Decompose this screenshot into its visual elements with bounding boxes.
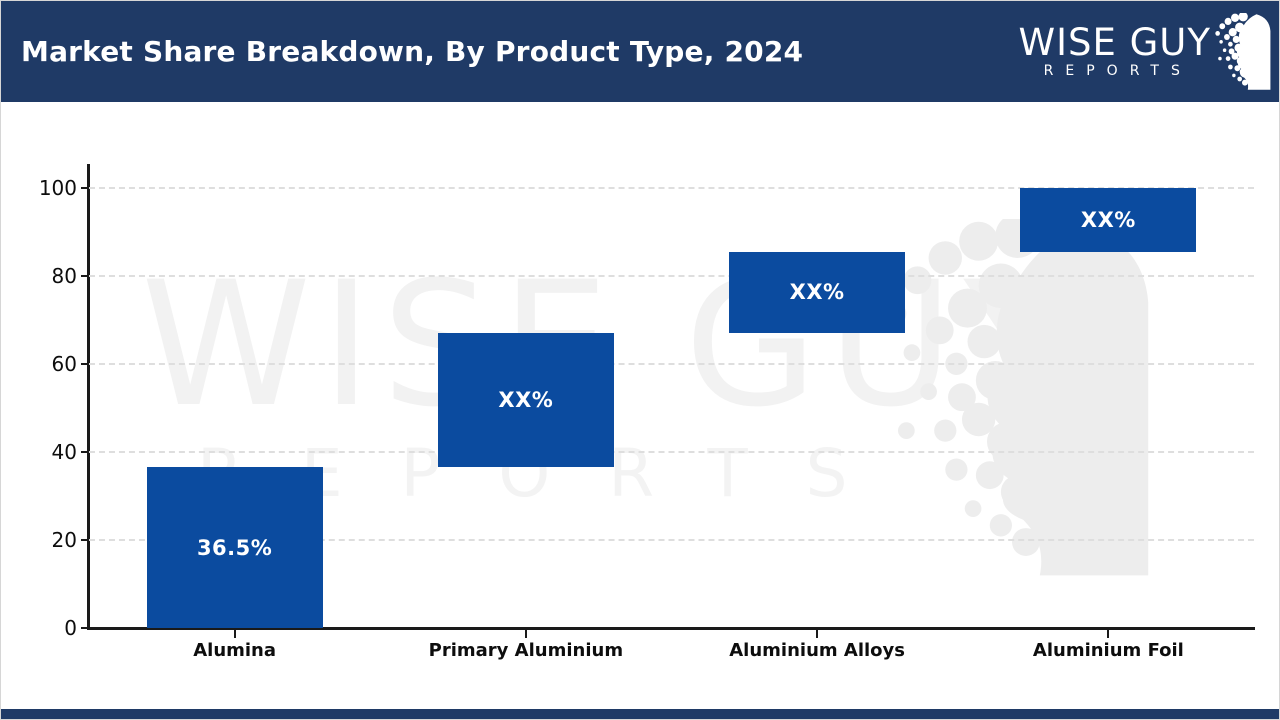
y-tick-60 xyxy=(81,363,89,365)
header-bar: Market Share Breakdown, By Product Type,… xyxy=(1,1,1279,102)
y-tick-label-40: 40 xyxy=(51,440,77,464)
x-category-label: Primary Aluminium xyxy=(428,640,624,661)
logo-reports-text: REPORTS xyxy=(1043,63,1192,79)
x-category-label: Aluminium Foil xyxy=(1032,640,1184,661)
x-tick-3 xyxy=(1107,630,1110,638)
x-category-label: Alumina xyxy=(193,640,277,661)
gridline-40 xyxy=(89,451,1254,453)
bar-aluminium-alloys: XX% xyxy=(729,251,906,334)
page-title: Market Share Breakdown, By Product Type,… xyxy=(21,35,804,68)
logo-text: WISE GUY REPORTS xyxy=(1018,21,1211,80)
bar-primary-aluminium: XX% xyxy=(437,333,614,468)
logo-wordmark: WISE GUY xyxy=(1018,21,1211,64)
wise-guy-reports-logo: WISE GUY REPORTS xyxy=(1019,1,1271,102)
x-tick-0 xyxy=(233,630,236,638)
y-axis-line xyxy=(87,164,90,630)
gridline-60 xyxy=(89,363,1254,365)
y-tick-label-0: 0 xyxy=(64,616,77,640)
bar-aluminium-foil: XX% xyxy=(1020,188,1197,252)
bar-alumina: 36.5% xyxy=(146,467,323,628)
y-tick-label-20: 20 xyxy=(51,528,77,552)
y-tick-label-80: 80 xyxy=(51,264,77,288)
x-tick-2 xyxy=(816,630,819,638)
y-tick-0 xyxy=(81,627,89,629)
gridline-20 xyxy=(89,539,1254,541)
x-tick-1 xyxy=(524,630,527,638)
x-axis-line xyxy=(87,627,1255,630)
y-tick-100 xyxy=(81,187,89,189)
footer-bar xyxy=(1,709,1279,719)
logo-face-icon xyxy=(1215,12,1271,90)
gridline-80 xyxy=(89,275,1254,277)
gridline-100 xyxy=(89,187,1254,189)
y-tick-label-100: 100 xyxy=(38,176,77,200)
bar-value-label: XX% xyxy=(498,388,554,413)
y-tick-40 xyxy=(81,451,89,453)
y-tick-20 xyxy=(81,539,89,541)
bar-value-label: XX% xyxy=(789,280,845,305)
y-tick-80 xyxy=(81,275,89,277)
bar-value-label: 36.5% xyxy=(196,535,273,560)
x-category-label: Aluminium Alloys xyxy=(729,640,905,661)
y-tick-label-60: 60 xyxy=(51,352,77,376)
bar-value-label: XX% xyxy=(1080,207,1136,232)
